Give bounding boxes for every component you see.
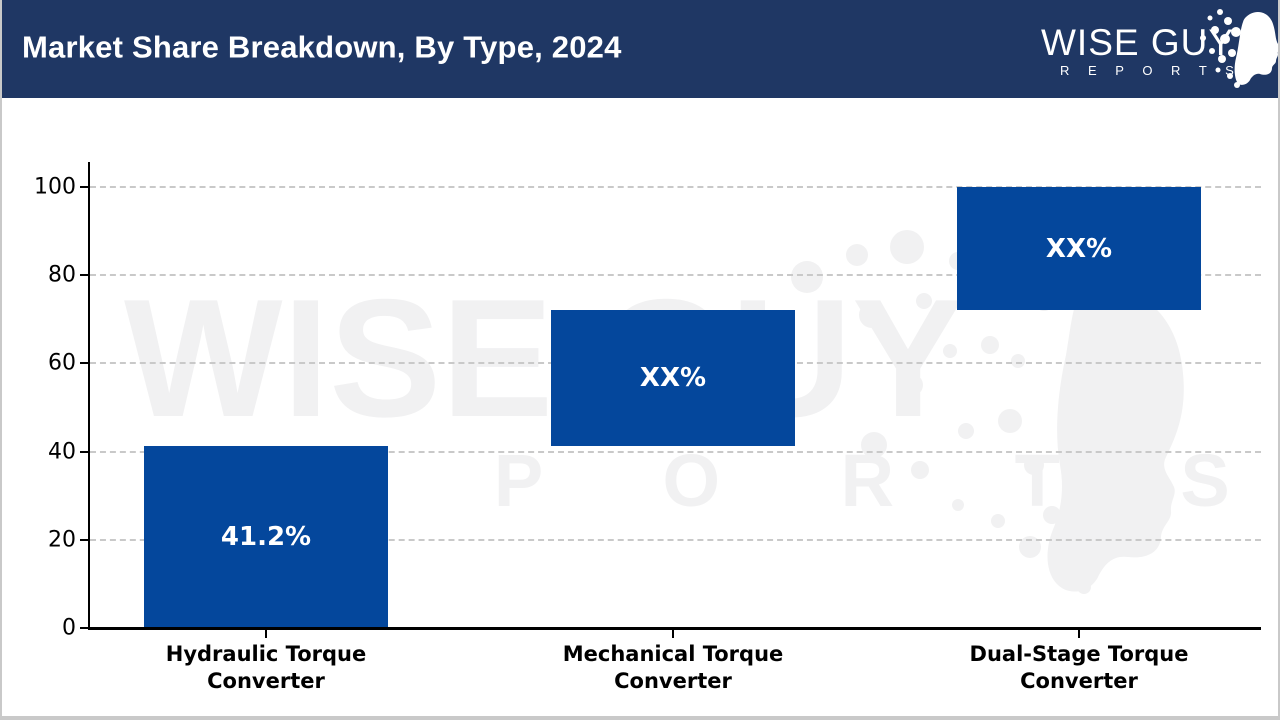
y-tick-mark	[80, 450, 88, 453]
gridline	[90, 186, 1261, 188]
bar	[144, 446, 388, 628]
bar-value-label: 41.2%	[220, 522, 312, 553]
gridline	[90, 538, 1261, 541]
header-banner: Market Share Breakdown, By Type, 2024 WI…	[2, 0, 1278, 98]
x-category-label: Dual-Stage Torque Converter	[969, 642, 1189, 693]
y-tick-label: 80	[48, 262, 76, 288]
gridline	[90, 274, 1261, 277]
y-axis-spine	[88, 162, 90, 630]
x-category-label: Hydraulic Torque Converter	[165, 642, 367, 693]
y-tick-label: 0	[62, 615, 76, 641]
bar	[551, 310, 795, 447]
y-tick-label: 100	[34, 174, 76, 200]
y-tick-mark	[80, 362, 88, 365]
y-tick-mark	[80, 627, 88, 629]
logo-sub-wordmark: R E P O R T S	[1060, 63, 1242, 78]
bar-value-label: XX%	[1045, 233, 1113, 264]
y-tick-mark	[80, 538, 88, 541]
y-tick-label: 40	[48, 439, 76, 465]
x-tick-mark	[1078, 630, 1080, 638]
x-axis-spine	[88, 627, 1261, 630]
bar	[957, 187, 1201, 311]
y-tick-label: 20	[48, 527, 76, 553]
x-tick-mark	[265, 630, 267, 638]
gridline	[90, 450, 1261, 453]
logo-face-icon	[1200, 9, 1278, 88]
page-title: Market Share Breakdown, By Type, 2024	[22, 29, 622, 65]
y-tick-mark	[80, 186, 88, 188]
x-category-label: Mechanical Torque Converter	[562, 642, 784, 693]
logo-wordmark: WISE GUY	[1041, 22, 1235, 63]
x-tick-mark	[672, 630, 674, 638]
y-tick-label: 60	[48, 350, 76, 376]
watermark-wordmark: WISE GUY	[124, 264, 965, 452]
bar-value-label: XX%	[639, 363, 707, 394]
y-tick-mark	[80, 274, 88, 277]
